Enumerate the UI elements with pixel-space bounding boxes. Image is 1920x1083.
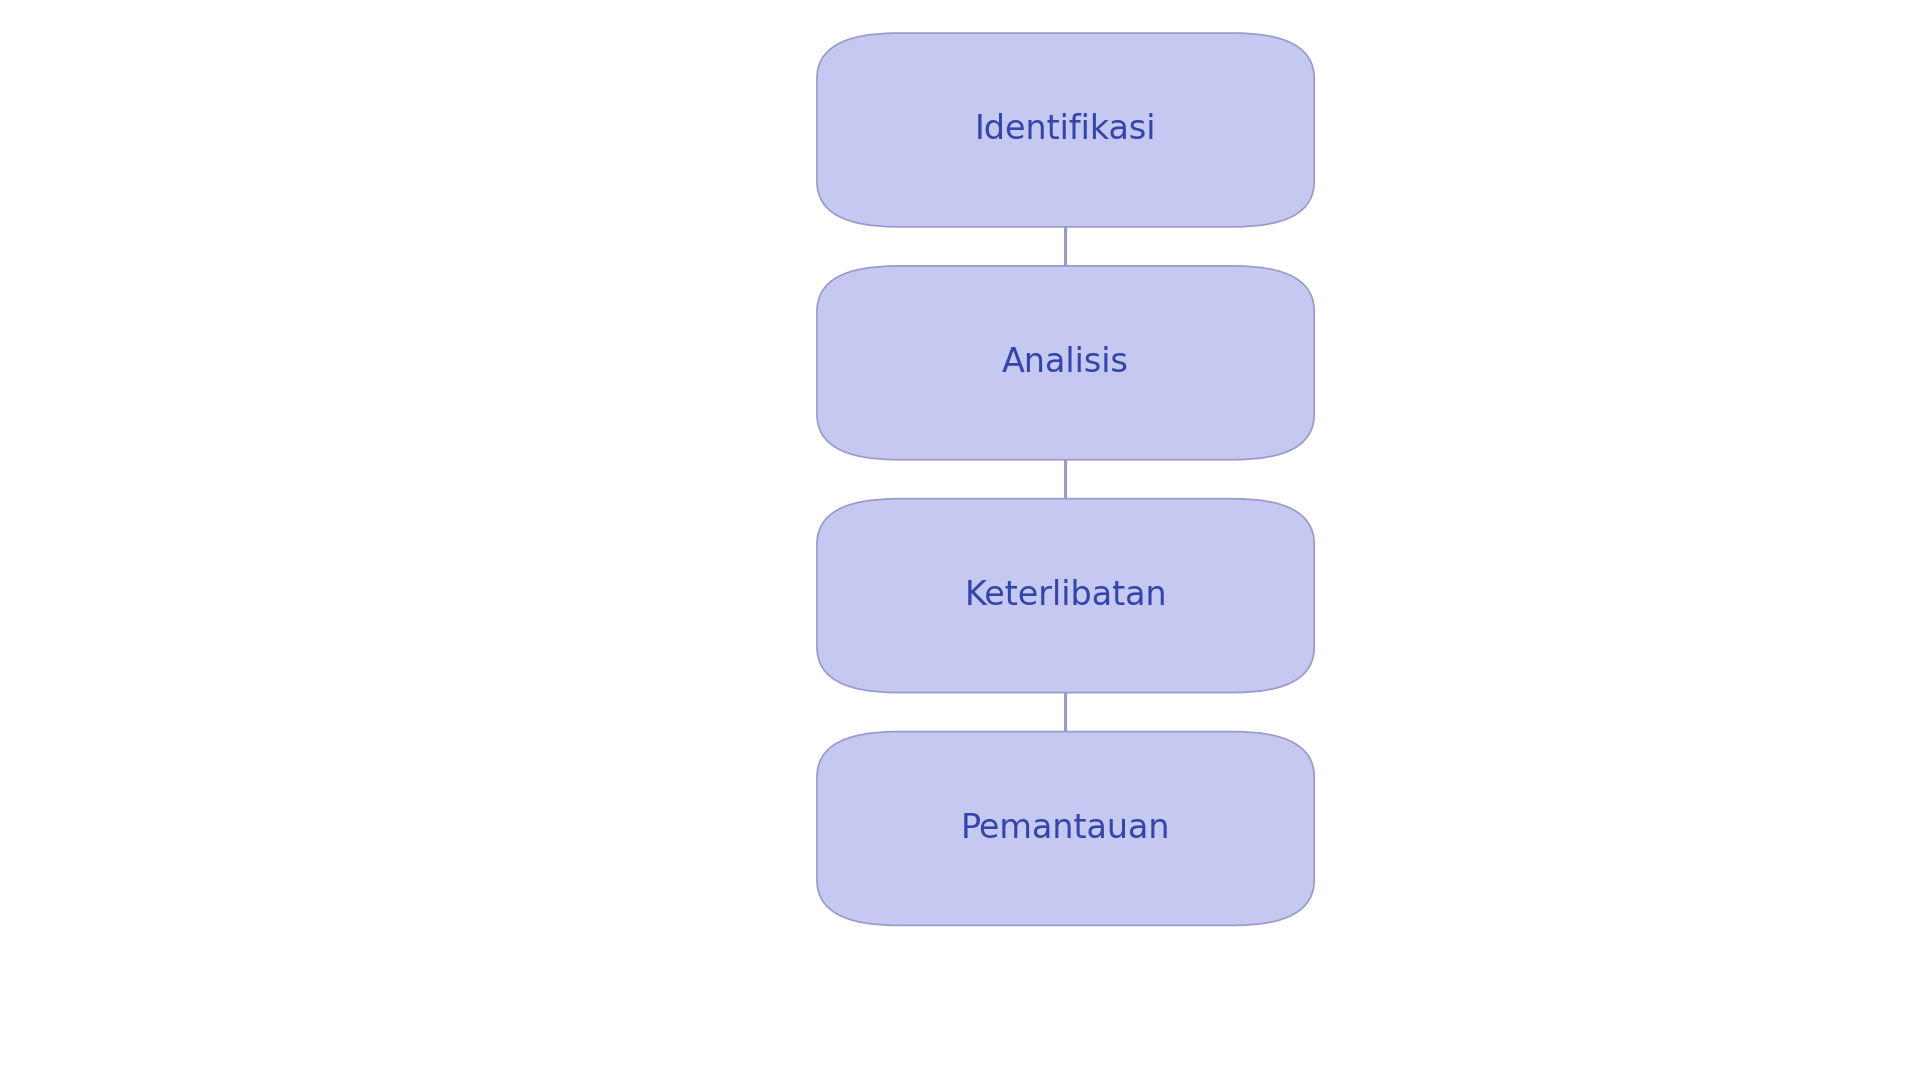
- Text: Pemantauan: Pemantauan: [960, 812, 1171, 845]
- FancyBboxPatch shape: [818, 266, 1315, 459]
- FancyBboxPatch shape: [818, 498, 1315, 693]
- FancyBboxPatch shape: [818, 732, 1315, 925]
- Text: Analisis: Analisis: [1002, 347, 1129, 379]
- Text: Identifikasi: Identifikasi: [975, 114, 1156, 146]
- FancyBboxPatch shape: [818, 34, 1315, 227]
- Text: Keterlibatan: Keterlibatan: [964, 579, 1167, 612]
